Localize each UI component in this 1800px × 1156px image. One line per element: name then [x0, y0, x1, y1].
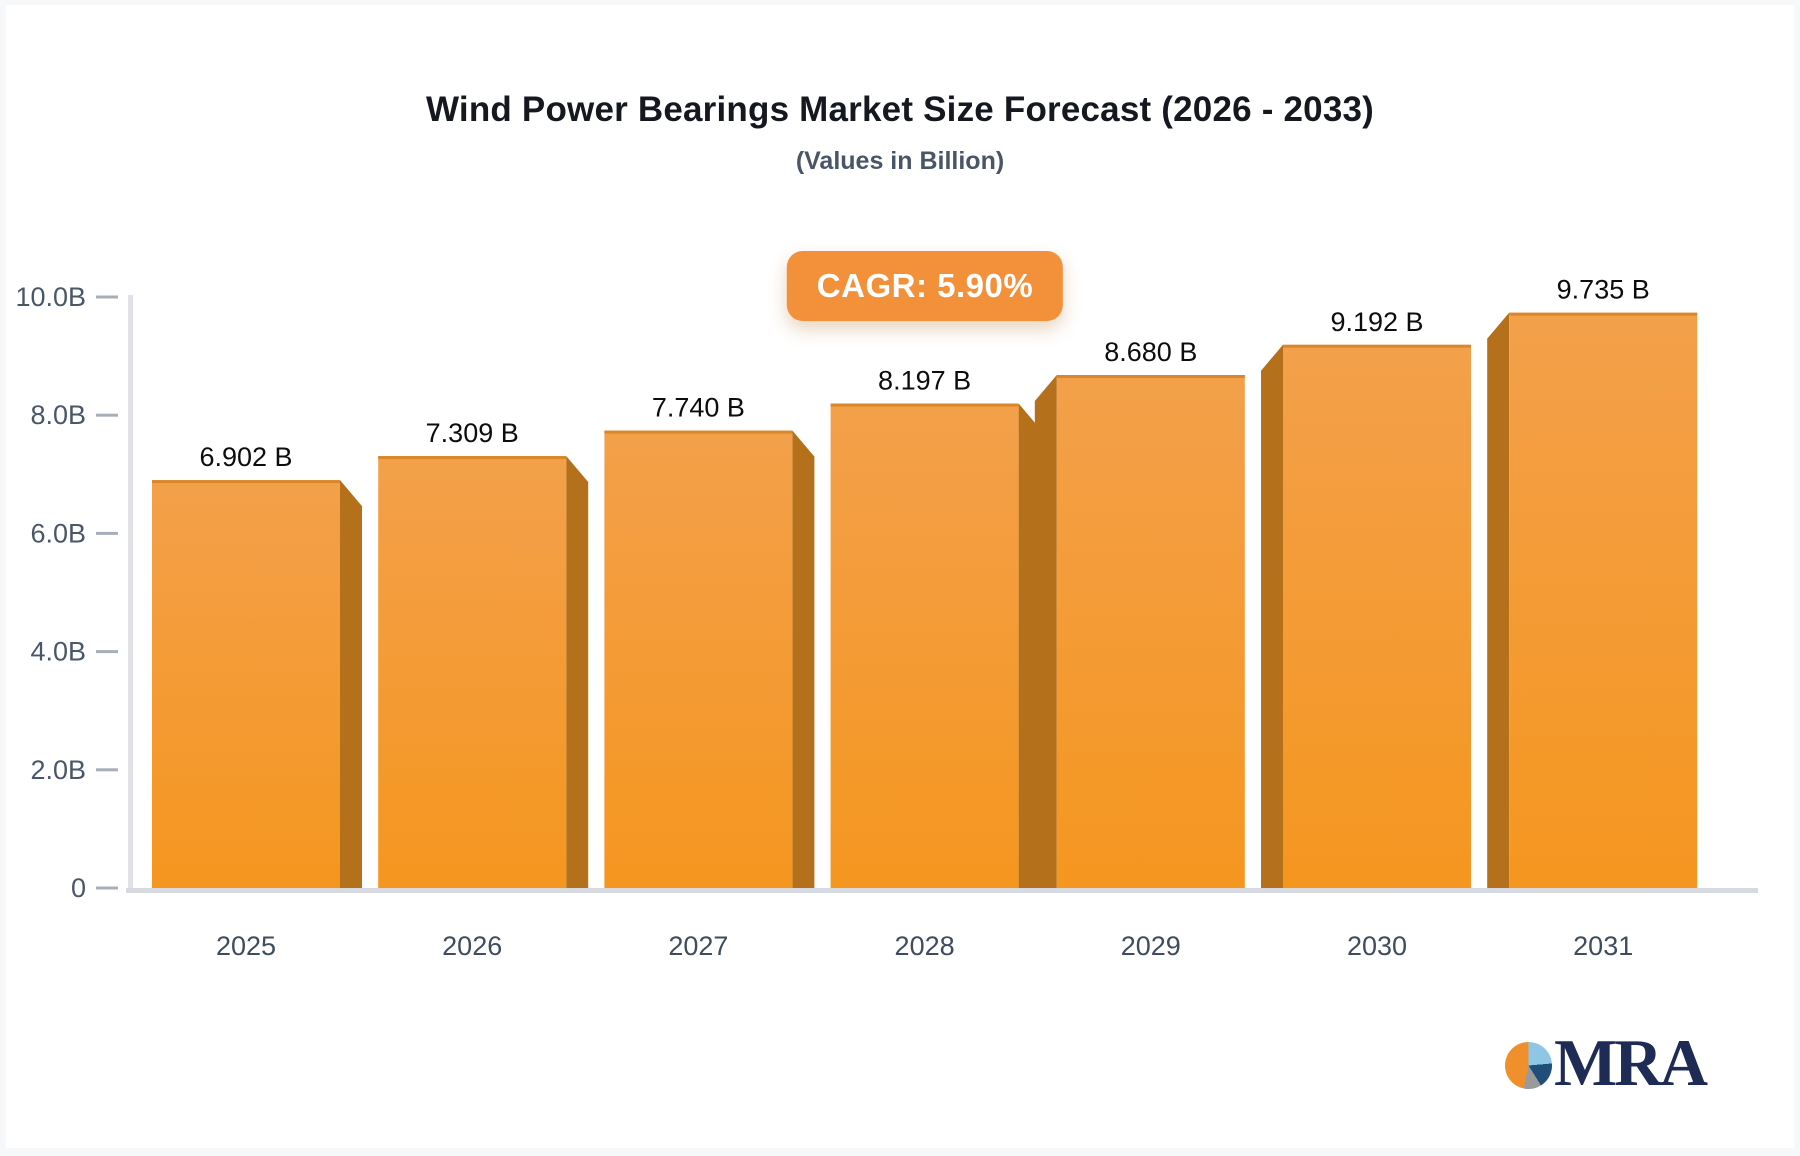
x-axis-label: 2026	[442, 931, 502, 961]
bar-top-edge	[830, 403, 1019, 407]
bar-top-edge	[378, 456, 567, 460]
bar-top-edge	[1509, 312, 1698, 316]
bar-side-3d	[566, 456, 589, 888]
y-tick-label: 2.0B	[30, 755, 86, 785]
bar-2027[interactable]	[604, 430, 793, 888]
y-tick	[96, 531, 118, 535]
chart-title: Wind Power Bearings Market Size Forecast…	[425, 90, 1375, 129]
bar-side-3d	[792, 430, 815, 888]
chart-subtitle: (Values in Billion)	[795, 147, 1005, 175]
y-axis-line	[128, 295, 133, 893]
x-axis-label: 2031	[1573, 931, 1633, 961]
y-tick	[96, 886, 118, 890]
bar-value-label: 8.680 B	[1104, 337, 1197, 367]
y-tick-label: 4.0B	[30, 637, 86, 667]
bar-2029[interactable]	[1056, 375, 1245, 889]
x-axis-label: 2030	[1347, 931, 1407, 961]
bar-value-label: 6.902 B	[199, 442, 292, 472]
pie-chart-logo-icon	[1505, 1042, 1552, 1089]
x-axis-label: 2025	[216, 931, 276, 961]
y-tick	[96, 295, 118, 299]
bar-2031[interactable]	[1509, 312, 1698, 888]
bar-2028[interactable]	[830, 403, 1019, 888]
brand-logo: MRA	[1505, 1026, 1708, 1100]
bar-value-label: 9.192 B	[1330, 307, 1423, 337]
bar-top-edge	[1056, 375, 1245, 379]
y-tick-label: 0	[71, 873, 86, 903]
y-tick-label: 6.0B	[30, 518, 86, 548]
bar-2025[interactable]	[152, 480, 340, 888]
bar-side-3d	[340, 480, 362, 888]
y-tick	[96, 650, 118, 654]
x-axis-label: 2027	[668, 931, 728, 961]
cagr-badge: CAGR: 5.90%	[786, 251, 1064, 321]
logo-text: MRA	[1554, 1026, 1708, 1100]
x-axis-line	[126, 888, 1758, 893]
y-tick	[96, 768, 118, 772]
x-axis-label: 2029	[1121, 931, 1181, 961]
x-axis-label: 2028	[895, 931, 955, 961]
bar-value-label: 9.735 B	[1557, 275, 1650, 305]
bar-top-edge	[152, 480, 340, 484]
bar-top-edge	[1283, 344, 1471, 348]
bar-side-3d	[1034, 375, 1057, 889]
bar-side-3d	[1487, 312, 1510, 888]
bar-value-label: 7.740 B	[652, 393, 745, 423]
y-tick	[96, 413, 118, 417]
bar-value-label: 8.197 B	[878, 366, 971, 396]
bar-2030[interactable]	[1283, 344, 1471, 888]
bar-side-3d	[1261, 344, 1283, 888]
bar-2026[interactable]	[378, 456, 567, 888]
y-tick-label: 8.0B	[30, 400, 86, 430]
bar-value-label: 7.309 B	[426, 418, 519, 448]
bar-top-edge	[604, 430, 793, 434]
y-tick-label: 10.0B	[15, 282, 86, 312]
